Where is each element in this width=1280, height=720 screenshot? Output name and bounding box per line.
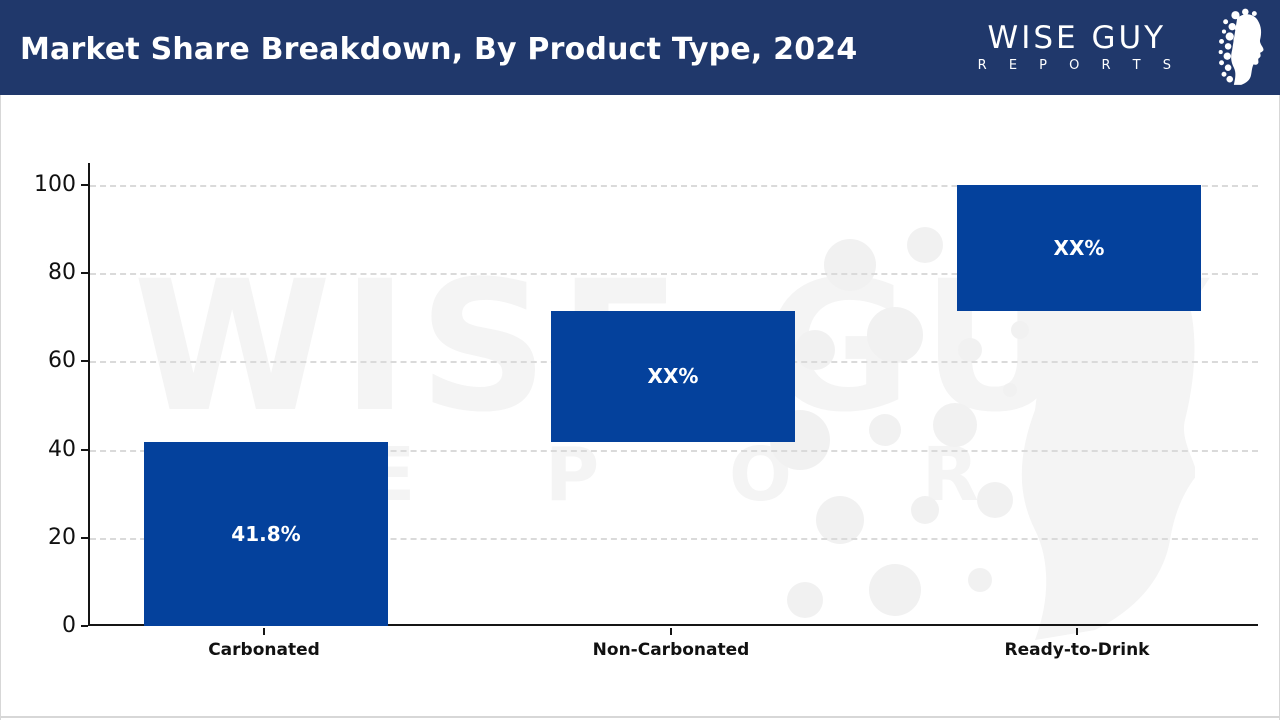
bar-value-label: XX%	[1053, 235, 1105, 260]
header-bar: Market Share Breakdown, By Product Type,…	[0, 0, 1280, 95]
x-axis-category-label-carbonated: Carbonated	[208, 640, 320, 660]
page-border-left	[0, 95, 1, 720]
x-axis-tick-mark	[670, 628, 672, 635]
y-axis-tick-mark	[81, 625, 88, 627]
y-axis-tick-mark	[81, 360, 88, 363]
bar-segment-non-carbonated: XX%	[551, 310, 795, 442]
y-axis-tick-label-40: 40	[48, 436, 76, 462]
bar-chart-plot-area: 41.8% XX% XX%	[88, 163, 1258, 626]
y-axis-tick-label-80: 80	[48, 260, 76, 286]
gridline-y-40	[90, 449, 1258, 452]
x-axis-category-label-ready-to-drink: Ready-to-Drink	[1004, 640, 1150, 660]
y-axis-tick-label-60: 60	[48, 348, 76, 374]
wise-guy-reports-logo: WISE GUY R E P O R T S	[974, 7, 1266, 89]
bar-value-label: XX%	[647, 364, 699, 389]
page-title: Market Share Breakdown, By Product Type,…	[20, 32, 858, 67]
x-axis-tick-mark	[1076, 628, 1078, 635]
gridline-y-100	[90, 185, 1258, 187]
logo-text: WISE GUY R E P O R T S	[974, 19, 1180, 73]
dotted-head-logo-icon	[1218, 8, 1264, 85]
y-axis-tick-label-0: 0	[62, 613, 76, 638]
bar-value-label: 41.8%	[231, 521, 301, 546]
logo-wordmark: WISE GUY	[987, 19, 1167, 56]
y-axis-tick-mark	[81, 448, 88, 451]
x-axis-tick-mark	[263, 628, 265, 635]
logo-subtitle: R E P O R T S	[977, 57, 1180, 73]
page-border-bottom	[0, 716, 1280, 718]
y-axis-tick-label-100: 100	[34, 172, 76, 197]
gridline-y-80	[90, 273, 1258, 276]
y-axis-tick-label-20: 20	[48, 524, 76, 550]
bar-segment-carbonated: 41.8%	[144, 441, 388, 626]
y-axis-tick-mark	[81, 184, 88, 186]
bar-segment-ready-to-drink: XX%	[957, 185, 1201, 311]
y-axis-tick-mark	[81, 536, 88, 539]
x-axis-category-label-non-carbonated: Non-Carbonated	[592, 640, 750, 660]
gridline-y-20	[90, 537, 1258, 540]
y-axis-tick-mark	[81, 272, 88, 275]
